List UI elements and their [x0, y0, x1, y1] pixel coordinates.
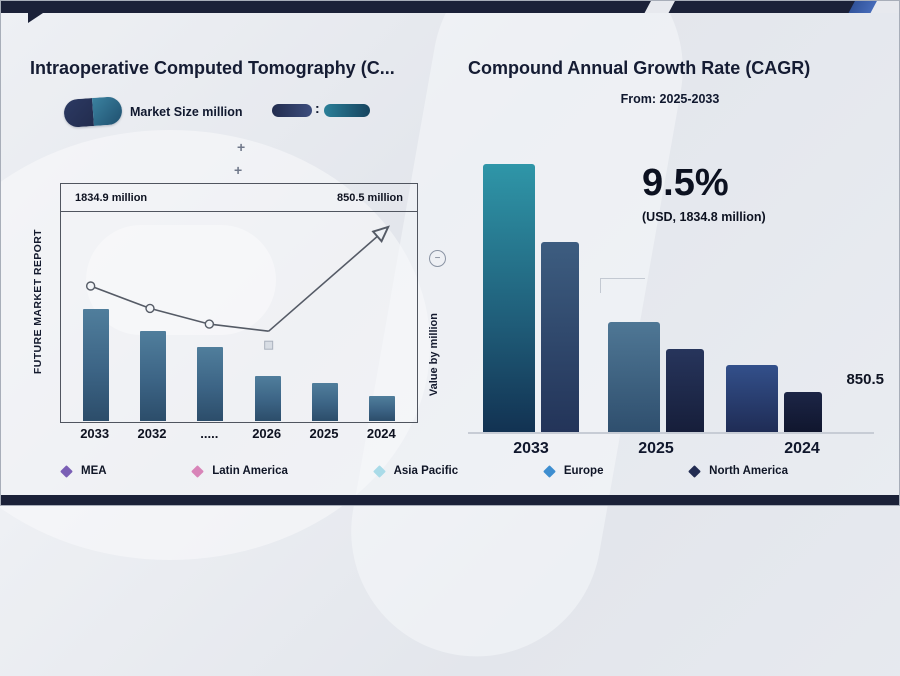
right-bar-group: 2025: [608, 322, 704, 457]
legend-label: MEA: [81, 465, 107, 477]
left-bar: [254, 376, 281, 421]
left-bar-column: [182, 212, 239, 421]
legend-label: Latin America: [212, 465, 288, 477]
right-chart-title: Compound Annual Growth Rate (CAGR): [468, 58, 811, 78]
legend-diamond-icon: [191, 464, 205, 478]
legend-pill-teal-icon: [324, 104, 370, 117]
legend-item: MEA: [60, 464, 107, 478]
right-bar-group: 2024 850.5: [726, 365, 884, 457]
legend-item: North America: [688, 464, 788, 478]
bar-value-label: 850.5: [846, 371, 884, 388]
left-chart-plot: 1834.9 million 850.5 million: [60, 183, 418, 423]
market-size-pill-icon: [63, 96, 123, 128]
right-x-label: 2033: [513, 440, 549, 457]
legend-pill-navy-icon: [272, 104, 312, 117]
top-accent-bar: [0, 0, 900, 13]
side-watermark-text: FUTURE MARKET REPORT: [32, 229, 44, 375]
legend-item: Latin America: [191, 464, 288, 478]
legend-diamond-icon: [60, 464, 73, 478]
left-x-label: 2025: [309, 426, 339, 441]
legend-label: North America: [709, 465, 788, 477]
cagr-note: (USD, 1834.8 million): [642, 210, 766, 224]
left-chart-bars: [61, 212, 417, 421]
right-bar-secondary: [784, 392, 822, 432]
left-x-label: 2026: [252, 426, 282, 441]
left-bar: [311, 383, 338, 421]
legend-diamond-icon: [372, 464, 386, 478]
legend-label: Asia Pacific: [393, 465, 459, 477]
right-x-label: 2025: [638, 440, 674, 457]
left-bar: [82, 309, 109, 421]
minus-circle-icon: −: [429, 250, 446, 267]
legend-label: Europe: [563, 465, 604, 477]
left-bar: [139, 331, 166, 421]
left-bar-column: [296, 212, 353, 421]
bracket-decoration: [600, 278, 645, 293]
market-size-label: Market Size million: [130, 105, 243, 119]
left-chart-header: 1834.9 million 850.5 million: [61, 184, 417, 212]
left-x-label: 2024: [366, 426, 396, 441]
left-bar: [197, 347, 224, 421]
right-bar-primary: [608, 322, 660, 432]
left-bar: [369, 396, 396, 421]
pill-navy-half: [63, 98, 94, 128]
right-bar-primary: [483, 164, 535, 432]
left-x-label: .....: [200, 426, 219, 441]
right-bar-secondary: [541, 242, 579, 432]
cagr-value: 9.5%: [642, 162, 729, 204]
right-bar-group: 2033: [483, 164, 579, 457]
left-trend-svg: [85, 225, 390, 350]
left-chart-max-label: 1834.9 million: [75, 191, 148, 204]
right-y-axis-text: Value by million: [428, 313, 440, 397]
left-bar-column: [354, 212, 411, 421]
left-chart-min-label: 850.5 million: [336, 191, 403, 204]
left-x-label: 2033: [80, 426, 110, 441]
pill-teal-half: [92, 96, 123, 126]
topbar-notch: [644, 0, 676, 13]
right-x-label: 2024: [784, 440, 820, 457]
topbar-corner-notch: [870, 0, 900, 13]
legend-diamond-icon: [688, 464, 702, 478]
plus-mark-icon: +: [237, 139, 246, 155]
right-chart-subtitle: From: 2025-2033: [620, 92, 720, 106]
left-chart-title: Intraoperative Computed Tomography (C...: [30, 58, 395, 78]
plus-mark-icon: +: [234, 162, 243, 178]
legend-separator: :: [315, 100, 320, 116]
left-chart-xlabels: 2033 2032..... 2026 2025 2024: [60, 426, 416, 441]
right-chart-plot: 2033 2025 2024 850.5: [468, 160, 884, 457]
region-legend: MEA Latin America Asia Pacific Europe North …: [60, 464, 788, 478]
side-watermark: FUTURE MARKET REPORT: [30, 183, 46, 421]
left-x-label: 2032: [137, 426, 167, 441]
left-bar-column: [67, 212, 124, 421]
left-bar-column: [239, 212, 296, 421]
legend-diamond-icon: [542, 464, 556, 478]
right-bar-primary: [726, 365, 778, 432]
bottom-accent-bar: [0, 495, 900, 506]
corner-triangle: [28, 13, 43, 23]
right-y-axis-label: Value by million: [426, 296, 442, 414]
left-bar-column: [124, 212, 181, 421]
legend-item: Europe: [542, 464, 604, 478]
legend-item: Asia Pacific: [372, 464, 459, 478]
right-bar-secondary: [666, 349, 704, 432]
